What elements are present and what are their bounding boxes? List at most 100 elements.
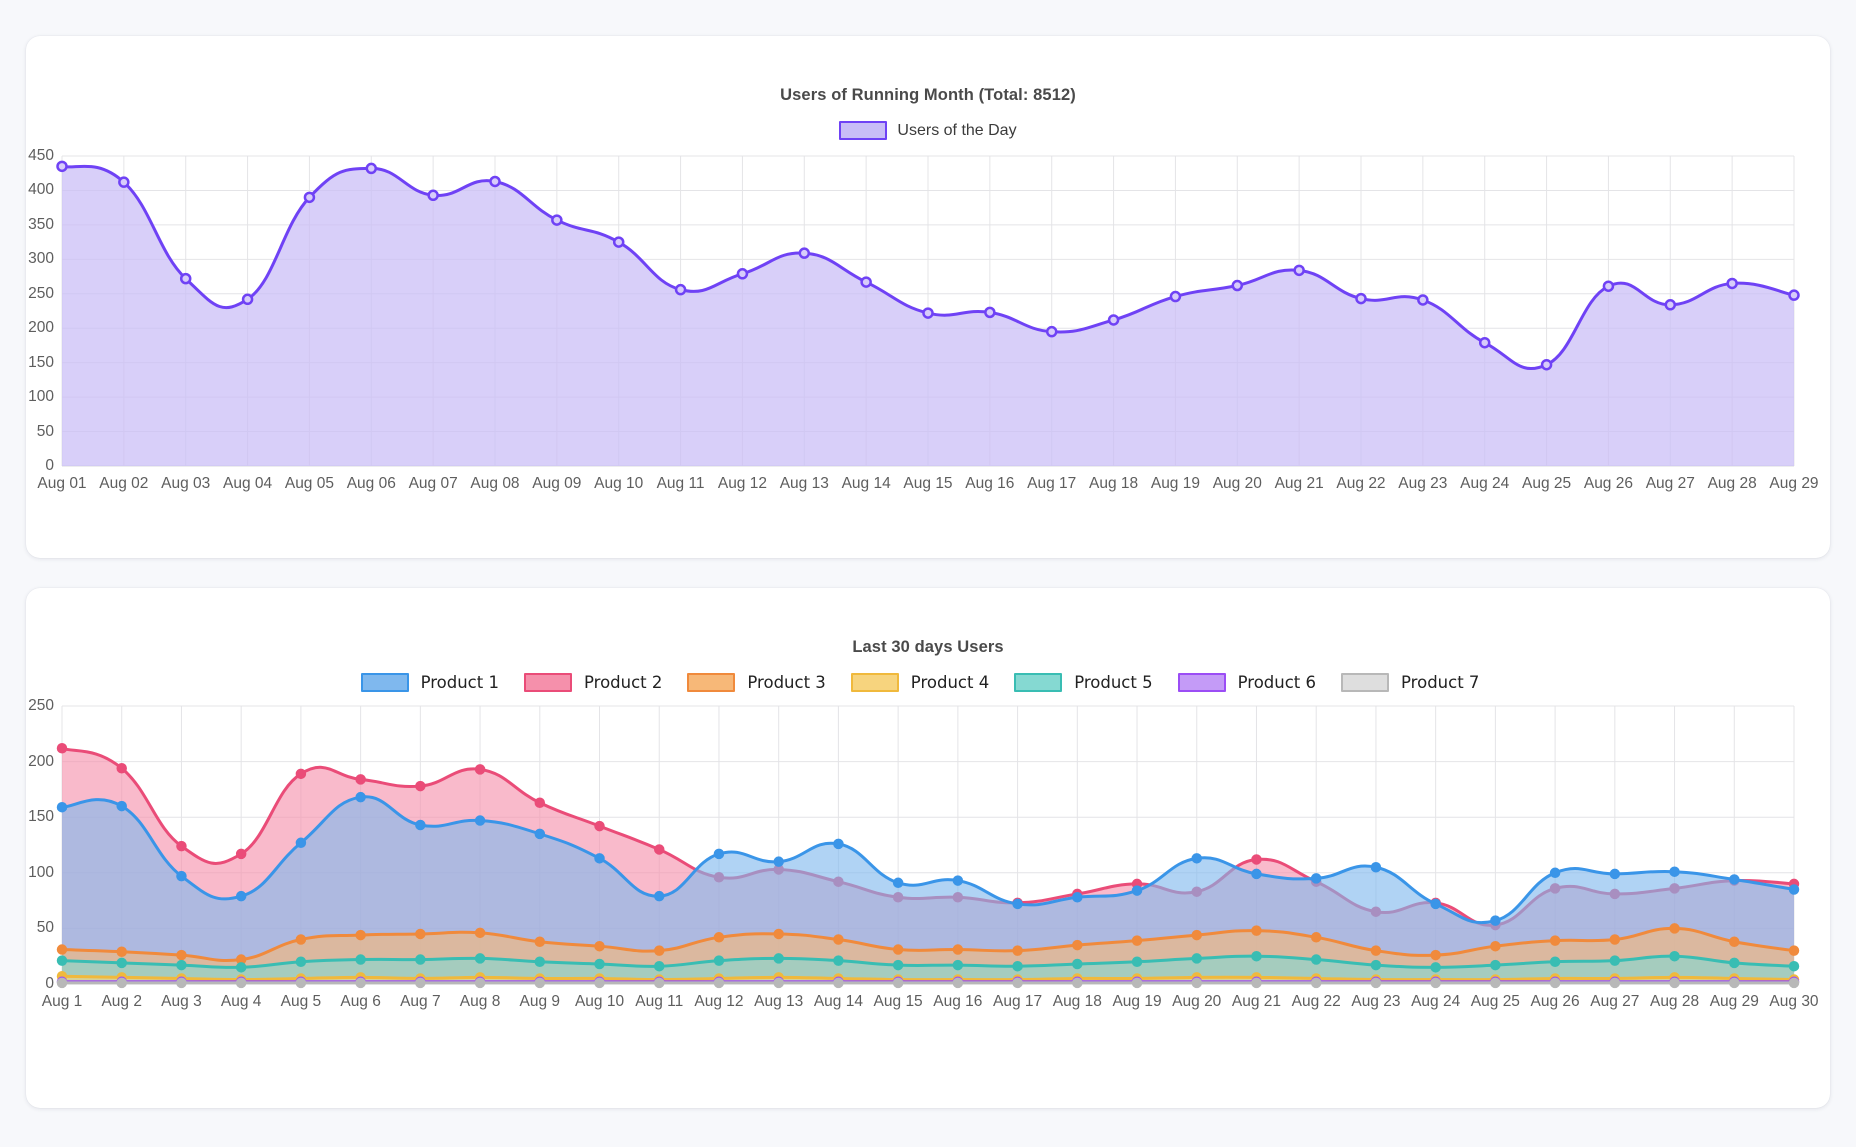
data-point-marker[interactable]: [56, 743, 68, 754]
data-point-marker[interactable]: [860, 276, 872, 288]
data-point-marker[interactable]: [1788, 884, 1800, 895]
data-point-marker[interactable]: [295, 977, 307, 989]
data-point-marker[interactable]: [1490, 977, 1501, 989]
data-point-marker[interactable]: [674, 283, 687, 296]
data-point-marker[interactable]: [653, 890, 665, 902]
data-point-marker[interactable]: [415, 954, 426, 965]
data-point-marker[interactable]: [534, 956, 546, 968]
data-point-marker[interactable]: [1231, 279, 1244, 292]
data-point-marker[interactable]: [594, 977, 605, 989]
data-point-marker[interactable]: [474, 953, 486, 964]
data-point-marker[interactable]: [415, 780, 426, 792]
data-point-marker[interactable]: [1191, 953, 1203, 964]
data-point-marker[interactable]: [653, 945, 665, 956]
data-point-marker[interactable]: [1669, 866, 1680, 877]
data-point-marker[interactable]: [1191, 853, 1203, 864]
data-point-marker[interactable]: [1540, 358, 1553, 371]
data-point-marker[interactable]: [355, 791, 366, 803]
data-point-marker[interactable]: [1169, 290, 1182, 303]
data-point-marker[interactable]: [355, 929, 366, 941]
data-point-marker[interactable]: [1355, 292, 1367, 305]
data-point-marker[interactable]: [116, 977, 127, 989]
data-point-marker[interactable]: [534, 797, 546, 808]
data-point-marker[interactable]: [176, 840, 187, 852]
data-point-marker[interactable]: [295, 768, 307, 780]
data-point-marker[interactable]: [1370, 861, 1382, 873]
data-point-marker[interactable]: [1729, 874, 1740, 885]
data-point-marker[interactable]: [56, 955, 68, 966]
data-point-marker[interactable]: [1131, 977, 1143, 989]
data-point-marker[interactable]: [489, 175, 501, 188]
data-point-marker[interactable]: [773, 977, 784, 989]
data-point-marker[interactable]: [1191, 977, 1203, 989]
data-point-marker[interactable]: [427, 189, 439, 202]
data-point-marker[interactable]: [1478, 336, 1491, 349]
data-point-marker[interactable]: [1549, 956, 1561, 968]
data-point-marker[interactable]: [922, 307, 934, 319]
legend-item-product-6[interactable]: Product 6: [1177, 673, 1316, 692]
data-point-marker[interactable]: [833, 955, 844, 966]
data-point-marker[interactable]: [1490, 915, 1501, 926]
data-point-marker[interactable]: [1609, 977, 1621, 989]
data-point-marker[interactable]: [303, 191, 316, 204]
data-point-marker[interactable]: [952, 977, 964, 989]
data-point-marker[interactable]: [952, 875, 964, 886]
data-point-marker[interactable]: [1430, 977, 1441, 989]
data-point-marker[interactable]: [1251, 950, 1262, 962]
data-point-marker[interactable]: [474, 764, 486, 775]
data-point-marker[interactable]: [1788, 289, 1800, 301]
data-point-marker[interactable]: [1370, 945, 1382, 956]
data-point-marker[interactable]: [1609, 955, 1621, 966]
legend-item-product-3[interactable]: Product 3: [687, 673, 826, 692]
data-point-marker[interactable]: [415, 977, 426, 989]
data-point-marker[interactable]: [984, 306, 996, 319]
data-point-marker[interactable]: [1669, 977, 1680, 989]
data-point-marker[interactable]: [833, 977, 844, 989]
data-point-marker[interactable]: [1788, 977, 1800, 989]
data-point-marker[interactable]: [355, 774, 366, 785]
data-point-marker[interactable]: [295, 934, 307, 945]
data-point-marker[interactable]: [474, 927, 486, 939]
data-point-marker[interactable]: [534, 977, 546, 989]
data-point-marker[interactable]: [1072, 977, 1083, 989]
legend-item-product-5[interactable]: Product 5: [1014, 673, 1153, 692]
data-point-marker[interactable]: [713, 955, 725, 966]
data-point-marker[interactable]: [1602, 280, 1615, 292]
data-point-marker[interactable]: [1549, 935, 1561, 946]
data-point-marker[interactable]: [179, 272, 192, 285]
data-point-marker[interactable]: [952, 959, 964, 971]
data-point-marker[interactable]: [1293, 264, 1305, 277]
data-point-marker[interactable]: [534, 936, 546, 947]
data-point-marker[interactable]: [892, 944, 904, 955]
data-point-marker[interactable]: [612, 236, 625, 248]
data-point-marker[interactable]: [1430, 962, 1441, 973]
data-point-marker[interactable]: [474, 815, 486, 826]
data-point-marker[interactable]: [594, 853, 605, 864]
legend-item-product-7[interactable]: Product 7: [1341, 673, 1479, 692]
data-point-marker[interactable]: [1788, 945, 1800, 956]
data-point-marker[interactable]: [1012, 945, 1023, 956]
data-point-marker[interactable]: [1609, 934, 1621, 945]
data-point-marker[interactable]: [365, 162, 378, 175]
data-point-marker[interactable]: [1310, 873, 1322, 884]
data-point-marker[interactable]: [1072, 958, 1083, 970]
data-point-marker[interactable]: [1072, 892, 1083, 903]
data-point-marker[interactable]: [1251, 977, 1262, 989]
data-point-marker[interactable]: [1788, 960, 1800, 972]
data-point-marker[interactable]: [713, 848, 725, 860]
data-point-marker[interactable]: [1549, 977, 1561, 989]
data-point-marker[interactable]: [1669, 950, 1680, 962]
data-point-marker[interactable]: [176, 870, 187, 882]
data-point-marker[interactable]: [56, 160, 68, 173]
data-point-marker[interactable]: [1310, 954, 1322, 965]
legend-item-product-4[interactable]: Product 4: [850, 673, 989, 692]
data-point-marker[interactable]: [773, 928, 784, 940]
data-point-marker[interactable]: [355, 954, 366, 965]
data-point-marker[interactable]: [176, 959, 187, 971]
data-point-marker[interactable]: [892, 959, 904, 971]
data-point-marker[interactable]: [56, 977, 68, 989]
data-point-marker[interactable]: [1490, 940, 1501, 952]
legend-item-users-of-the-day[interactable]: Users of the Day: [839, 121, 1017, 140]
data-point-marker[interactable]: [355, 977, 366, 989]
data-point-marker[interactable]: [1072, 939, 1083, 951]
